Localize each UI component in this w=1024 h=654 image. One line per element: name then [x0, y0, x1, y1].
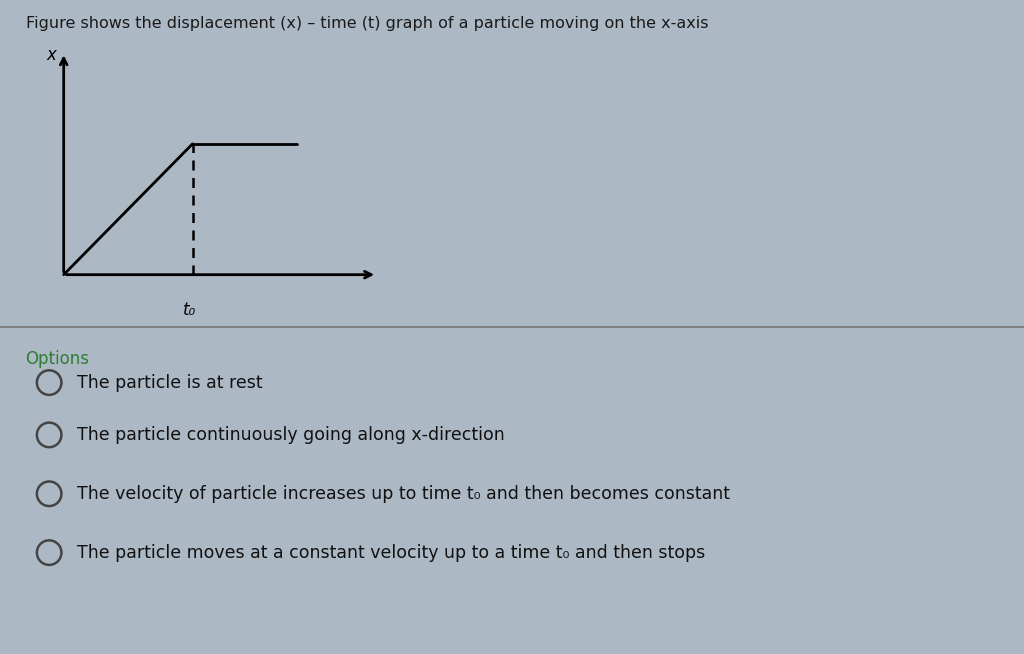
Text: The particle moves at a constant velocity up to a time t₀ and then stops: The particle moves at a constant velocit…	[77, 543, 706, 562]
Text: The particle continuously going along x-direction: The particle continuously going along x-…	[77, 426, 505, 444]
Text: x: x	[46, 46, 56, 64]
Text: The velocity of particle increases up to time t₀ and then becomes constant: The velocity of particle increases up to…	[77, 485, 730, 503]
Text: The particle is at rest: The particle is at rest	[77, 373, 262, 392]
Text: Figure shows the displacement (x) – time (t) graph of a particle moving on the x: Figure shows the displacement (x) – time…	[26, 16, 709, 31]
Text: t₀: t₀	[182, 301, 196, 319]
Text: Options: Options	[26, 350, 90, 368]
